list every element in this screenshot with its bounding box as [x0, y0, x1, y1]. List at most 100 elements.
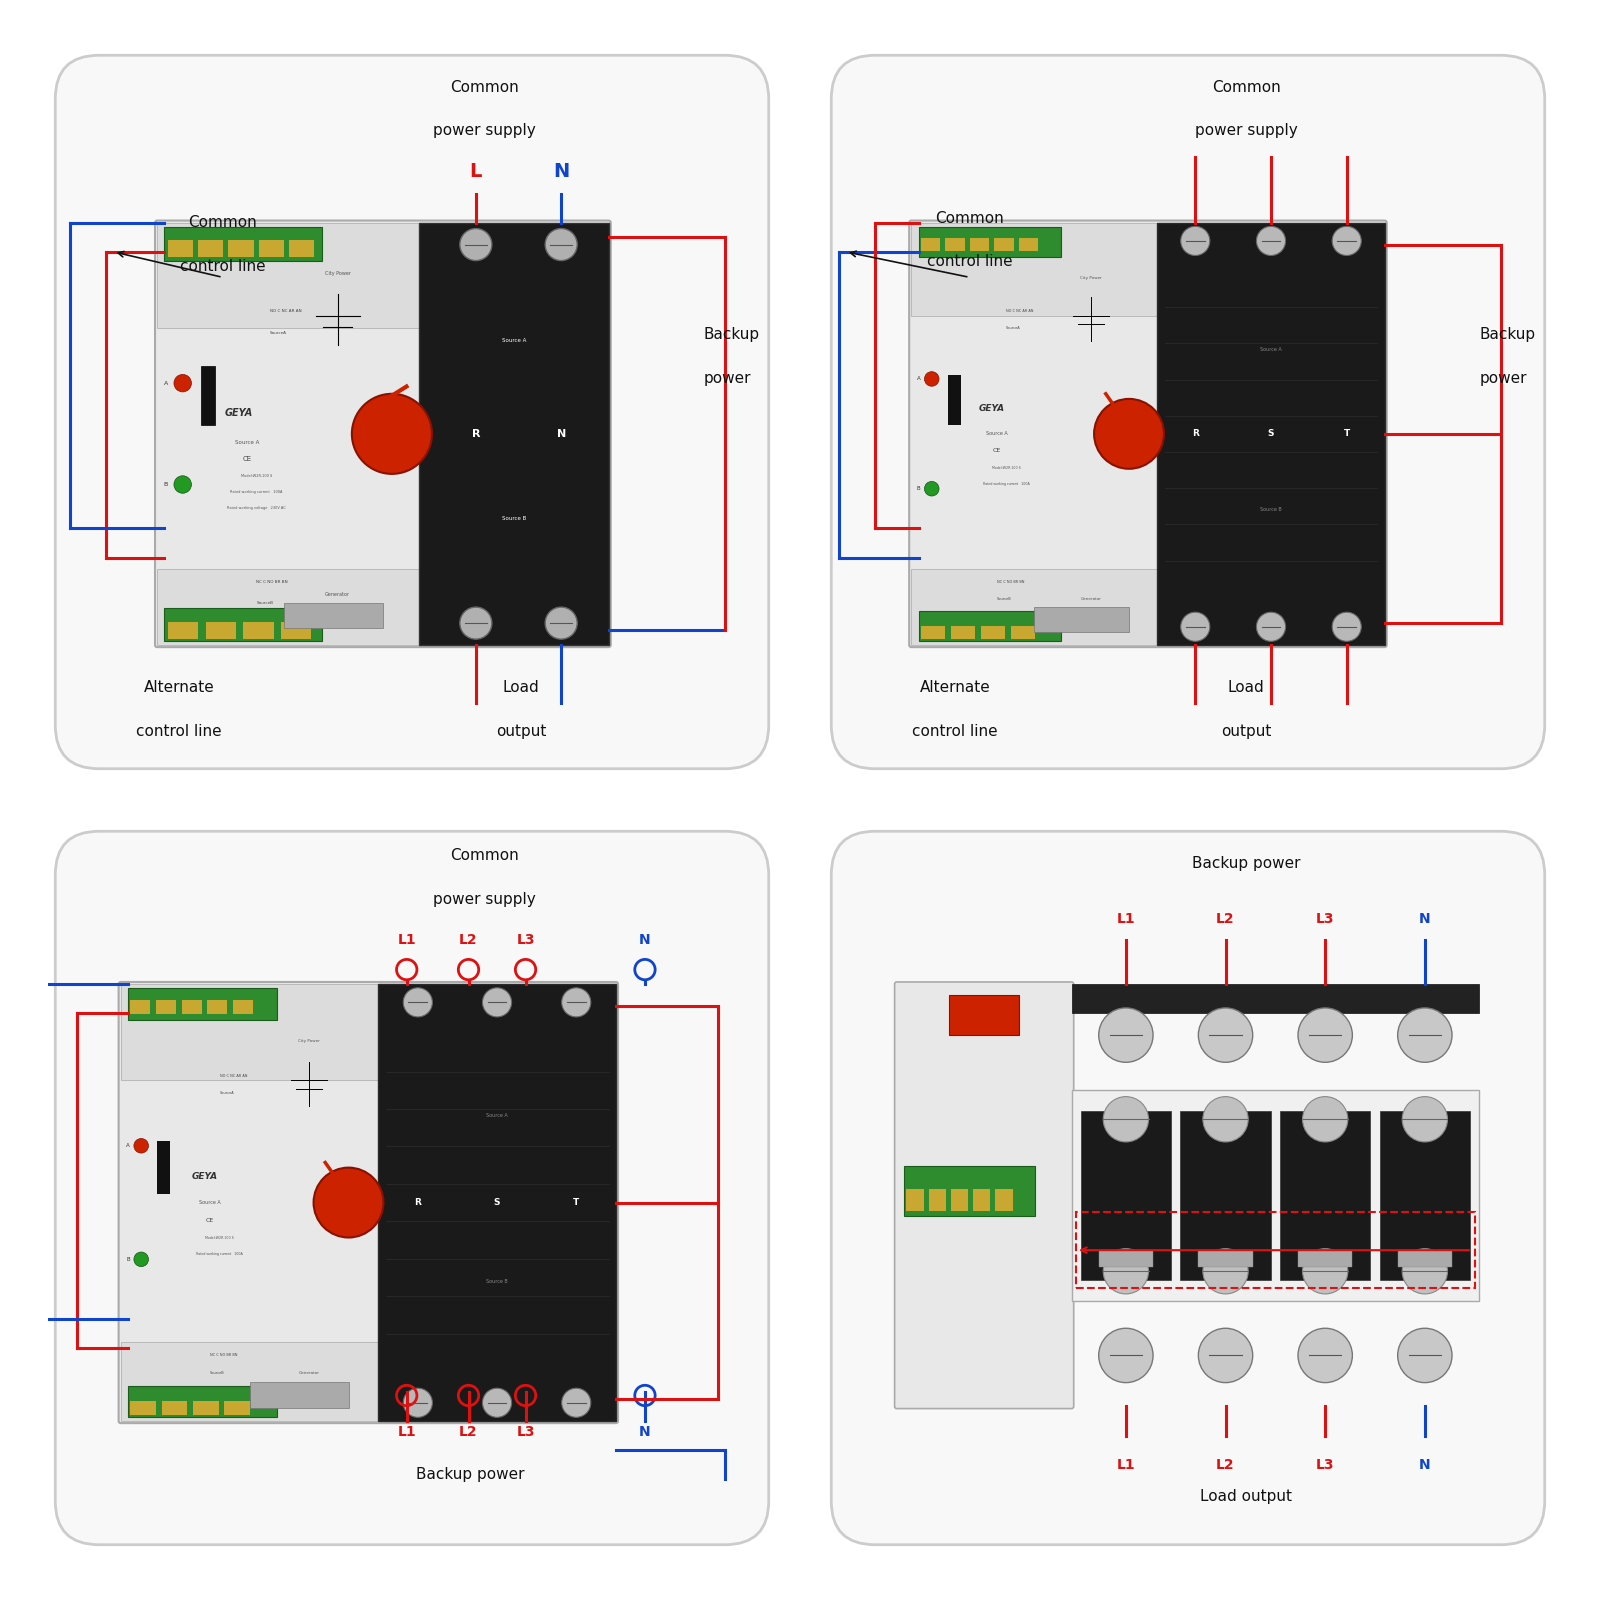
Circle shape [483, 987, 512, 1018]
Bar [906, 1189, 923, 1211]
Circle shape [1333, 226, 1362, 256]
Text: control line: control line [912, 723, 998, 739]
Bar [224, 1402, 250, 1414]
Text: N: N [1419, 912, 1430, 926]
Text: Common: Common [936, 211, 1003, 226]
Bar [1298, 1250, 1352, 1267]
Text: SourceB: SourceB [997, 597, 1011, 600]
Bar [198, 240, 224, 258]
Circle shape [1402, 1096, 1448, 1142]
Text: City Power: City Power [1080, 275, 1102, 280]
Text: SourceB: SourceB [256, 600, 274, 605]
Text: L2: L2 [459, 1426, 478, 1438]
Circle shape [403, 987, 432, 1018]
Circle shape [1256, 226, 1285, 256]
Bar [1280, 1110, 1371, 1280]
Circle shape [352, 394, 432, 474]
Bar [130, 1402, 155, 1414]
Text: Load: Load [1227, 680, 1264, 696]
Text: Load: Load [502, 680, 539, 696]
Bar [130, 1000, 150, 1014]
Bar [1019, 238, 1038, 251]
Text: L1: L1 [397, 933, 416, 947]
Text: Source A: Source A [986, 432, 1008, 437]
Bar [1099, 1250, 1154, 1267]
Text: Load output: Load output [1200, 1490, 1293, 1504]
Bar [157, 222, 419, 328]
Text: NC C NO BR BN: NC C NO BR BN [997, 579, 1024, 584]
Circle shape [1398, 1328, 1453, 1382]
Circle shape [1181, 613, 1210, 642]
Text: T: T [1344, 429, 1350, 438]
Text: CE: CE [243, 456, 253, 462]
Text: A: A [163, 381, 168, 386]
Text: NC C NO BR BN: NC C NO BR BN [256, 579, 288, 584]
Bar [128, 989, 277, 1019]
Bar [165, 608, 323, 642]
Bar [419, 222, 608, 645]
Circle shape [1402, 1248, 1448, 1294]
Text: T: T [573, 1198, 579, 1206]
Circle shape [1298, 1008, 1352, 1062]
Text: S: S [494, 1198, 501, 1206]
Text: L2: L2 [1216, 1458, 1235, 1472]
Bar [1072, 1090, 1480, 1301]
Bar [912, 570, 1157, 645]
Text: R: R [1192, 429, 1198, 438]
Text: L: L [470, 162, 482, 181]
Bar [157, 570, 419, 645]
Bar [946, 238, 965, 251]
Text: SourceA: SourceA [219, 1091, 235, 1096]
Bar [1072, 984, 1480, 1013]
Text: L3: L3 [517, 1426, 534, 1438]
Bar [970, 238, 989, 251]
Bar [168, 622, 198, 638]
Bar [234, 1000, 253, 1014]
Text: control line: control line [179, 259, 266, 274]
Text: Source B: Source B [486, 1278, 507, 1283]
Text: L3: L3 [517, 933, 534, 947]
Circle shape [1104, 1096, 1149, 1142]
Text: Generator: Generator [325, 592, 350, 597]
Bar [950, 1189, 968, 1211]
Text: NO C NC AR AN: NO C NC AR AN [219, 1074, 246, 1078]
Text: control line: control line [926, 254, 1013, 269]
Circle shape [1198, 1328, 1253, 1382]
Circle shape [562, 1389, 590, 1418]
Bar [378, 984, 616, 1421]
Bar [918, 611, 1061, 642]
Circle shape [925, 482, 939, 496]
Text: B: B [126, 1258, 130, 1262]
Bar [1198, 1250, 1253, 1267]
Bar [922, 626, 946, 638]
Bar [283, 603, 382, 629]
Bar [168, 240, 194, 258]
Bar [947, 374, 962, 426]
Text: L2: L2 [459, 933, 478, 947]
Bar [243, 622, 274, 638]
FancyBboxPatch shape [56, 832, 768, 1544]
Bar [194, 1402, 219, 1414]
Circle shape [1203, 1248, 1248, 1294]
FancyBboxPatch shape [909, 221, 1387, 646]
Circle shape [174, 475, 192, 493]
Bar [122, 984, 378, 1080]
Bar [229, 240, 253, 258]
Circle shape [314, 1168, 384, 1237]
FancyBboxPatch shape [118, 982, 618, 1422]
Text: L2: L2 [1216, 912, 1235, 926]
Bar [949, 995, 1019, 1035]
Bar [950, 626, 976, 638]
Text: Model:W2R-100 S: Model:W2R-100 S [242, 474, 272, 478]
Circle shape [459, 229, 491, 261]
Text: control line: control line [136, 723, 222, 739]
Text: Backup: Backup [704, 328, 760, 342]
Text: L3: L3 [1315, 1458, 1334, 1472]
Text: N: N [638, 1426, 651, 1438]
Circle shape [1302, 1248, 1347, 1294]
Text: Source A: Source A [198, 1200, 221, 1205]
Bar [1379, 1110, 1470, 1280]
Bar [162, 1402, 187, 1414]
Text: N: N [557, 429, 566, 438]
Bar [1011, 626, 1035, 638]
